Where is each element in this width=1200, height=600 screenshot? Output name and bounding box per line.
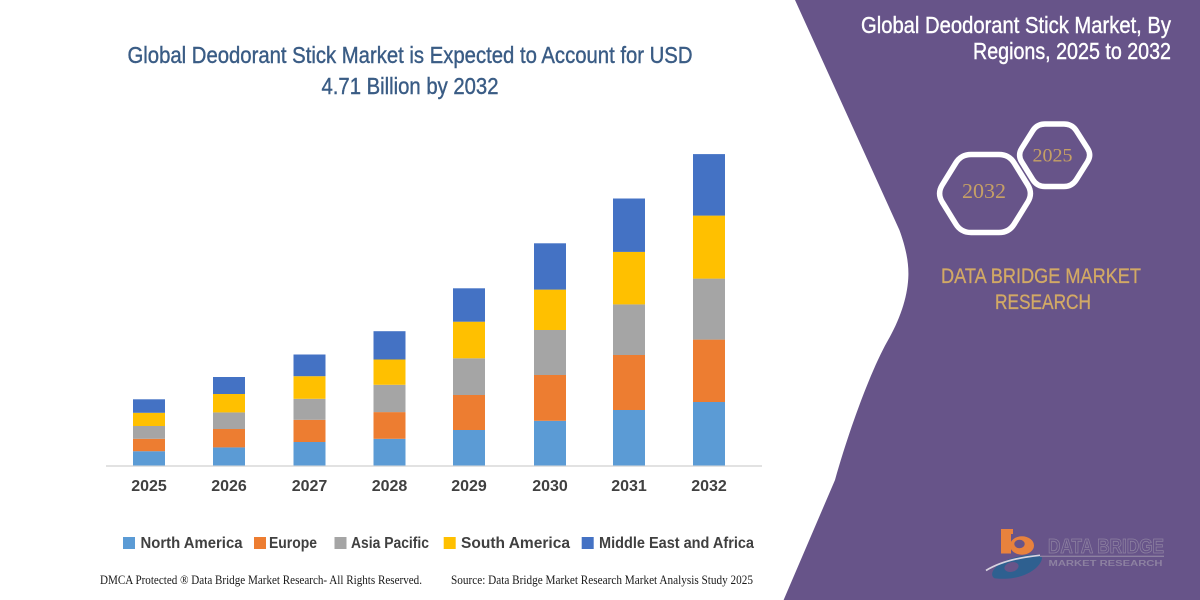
svg-text:Global Deodorant Stick Market: Global Deodorant Stick Market is Expecte…	[128, 42, 693, 68]
svg-text:Global Deodorant Stick Market,: Global Deodorant Stick Market, By	[861, 12, 1171, 38]
svg-text:2032: 2032	[691, 478, 727, 495]
svg-text:DATA BRIDGE: DATA BRIDGE	[1048, 536, 1164, 558]
svg-text:RESEARCH: RESEARCH	[995, 291, 1091, 314]
svg-text:2029: 2029	[451, 478, 487, 495]
svg-text:2030: 2030	[532, 478, 568, 495]
svg-text:Middle East and Africa: Middle East and Africa	[599, 535, 754, 552]
svg-text:Europe: Europe	[269, 535, 317, 552]
svg-text:South America: South America	[461, 535, 570, 552]
svg-text:North America: North America	[141, 535, 243, 552]
svg-text:MARKET RESEARCH: MARKET RESEARCH	[1049, 559, 1163, 568]
svg-text:2025: 2025	[131, 478, 167, 495]
svg-text:Regions, 2025 to 2032: Regions, 2025 to 2032	[973, 38, 1171, 64]
svg-text:2027: 2027	[292, 478, 328, 495]
svg-text:2028: 2028	[372, 478, 408, 495]
svg-text:2025: 2025	[1033, 146, 1073, 167]
svg-text:2031: 2031	[611, 478, 647, 495]
svg-text:Asia Pacific: Asia Pacific	[351, 535, 429, 552]
svg-text:DATA BRIDGE MARKET: DATA BRIDGE MARKET	[941, 265, 1141, 288]
svg-text:2026: 2026	[211, 478, 247, 495]
svg-text:Source: Data Bridge Market Res: Source: Data Bridge Market Research Mark…	[451, 573, 753, 587]
svg-text:4.71 Billion by 2032: 4.71 Billion by 2032	[322, 73, 499, 99]
svg-text:2032: 2032	[962, 179, 1006, 203]
svg-text:DMCA Protected ® Data Bridge M: DMCA Protected ® Data Bridge Market Rese…	[100, 573, 422, 587]
